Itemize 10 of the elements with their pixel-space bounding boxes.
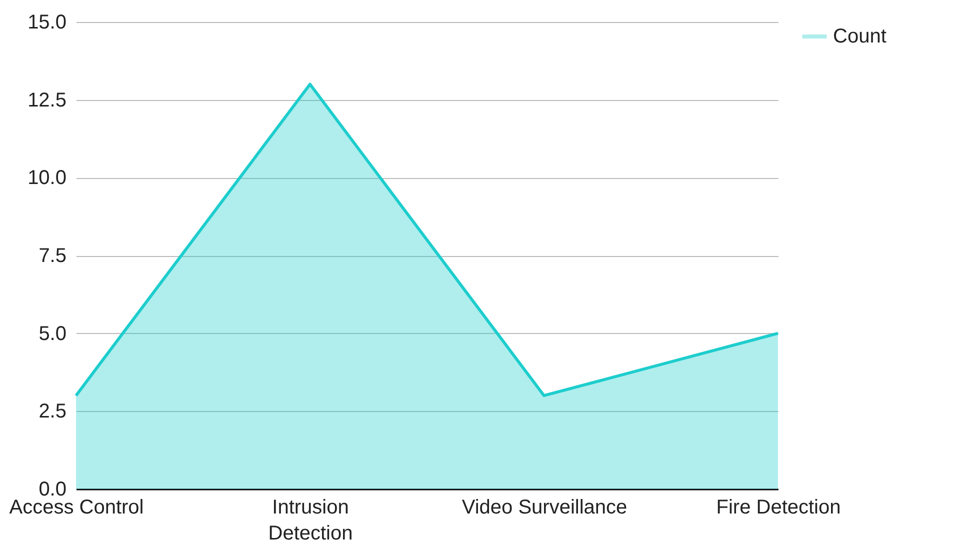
y-tick-label: 2.5	[38, 400, 66, 423]
y-tick-label: 12.5	[28, 89, 66, 112]
y-tick-label: 10.0	[28, 167, 66, 190]
legend-label: Count	[833, 26, 887, 48]
y-tick-label: 7.5	[38, 245, 66, 267]
x-tick-label: Intrusion Detection	[268, 496, 353, 544]
x-tick-label: Fire Detection	[716, 496, 841, 518]
x-tick-label: Video Surveillance	[462, 496, 628, 518]
y-tick-label: 5.0	[38, 322, 66, 345]
y-tick-label: 15.0	[28, 12, 66, 34]
